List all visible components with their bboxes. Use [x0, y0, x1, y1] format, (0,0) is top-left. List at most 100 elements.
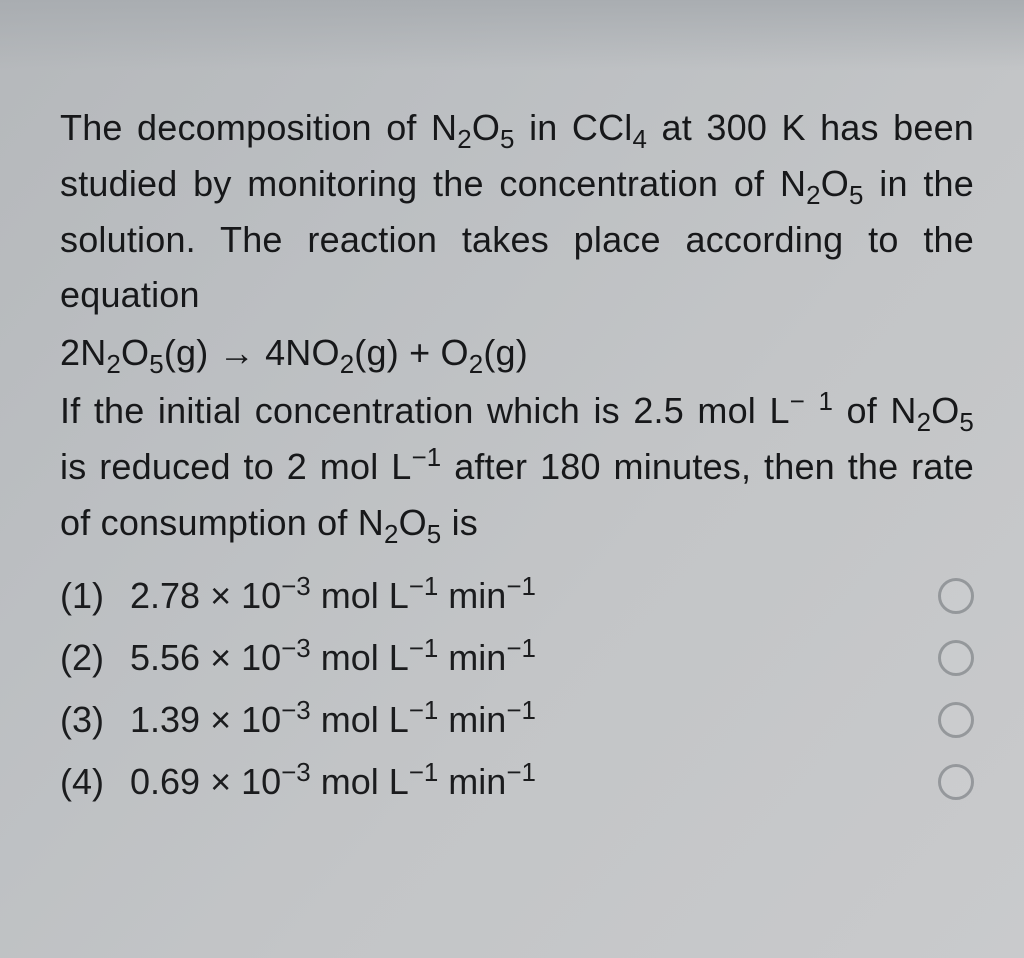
radio-icon[interactable]	[938, 702, 974, 738]
superscript: −1	[506, 573, 536, 601]
text-fragment: 2N	[60, 332, 106, 373]
superscript: −1	[506, 759, 536, 787]
exponent: −3	[281, 697, 311, 725]
text-fragment: 4NO	[265, 332, 340, 373]
unit: mol L	[311, 761, 409, 802]
text-fragment: in	[515, 107, 572, 148]
plus-sign: +	[399, 332, 441, 373]
equation-lhs: 2N2O5(g)	[60, 332, 208, 373]
unit: min	[438, 761, 506, 802]
superscript: −1	[506, 697, 536, 725]
option-4[interactable]: (4) 0.69 × 10−3 mol L−1 min−1	[60, 754, 974, 810]
initial-concentration: 2.5 mol L−	[633, 390, 805, 431]
text-fragment: N	[780, 163, 806, 204]
exponent: −3	[281, 635, 311, 663]
radio-icon[interactable]	[938, 640, 974, 676]
radio-icon[interactable]	[938, 764, 974, 800]
unit: min	[438, 637, 506, 678]
option-value: 5.56 × 10−3 mol L−1 min−1	[130, 630, 914, 686]
equation-rhs-a: 4NO2(g)	[265, 332, 399, 373]
option-3[interactable]: (3) 1.39 × 10−3 mol L−1 min−1	[60, 692, 974, 748]
option-1[interactable]: (1) 2.78 × 10−3 mol L−1 min−1	[60, 568, 974, 624]
text-fragment: CCl	[572, 107, 633, 148]
subscript: 2	[917, 409, 932, 437]
text-fragment: O	[121, 332, 149, 373]
text-fragment: O	[472, 107, 500, 148]
exponent: −3	[281, 573, 311, 601]
subscript: 2	[457, 126, 472, 154]
subscript: 5	[149, 351, 164, 379]
subscript: 2	[469, 351, 484, 379]
superscript: −1	[411, 444, 441, 472]
unit: mol L	[311, 699, 409, 740]
subscript: 5	[500, 126, 515, 154]
phase-label: (g)	[354, 332, 399, 373]
text-fragment: N	[431, 107, 457, 148]
text-fragment: N	[358, 502, 384, 543]
equation-rhs-b: O2(g)	[441, 332, 528, 373]
subscript: 4	[633, 126, 648, 154]
option-number: (2)	[60, 630, 130, 686]
text-fragment: N	[890, 390, 916, 431]
time-value: 180	[540, 446, 601, 487]
option-number: (3)	[60, 692, 130, 748]
text-fragment: is	[441, 502, 478, 543]
text-fragment: O	[821, 163, 849, 204]
times-ten: × 10	[200, 637, 281, 678]
unit: mol L	[311, 637, 409, 678]
unit: mol L	[311, 575, 409, 616]
answer-options: (1) 2.78 × 10−3 mol L−1 min−1 (2) 5.56 ×…	[60, 568, 974, 809]
coefficient: 5.56	[130, 637, 200, 678]
formula-ccl4: CCl4	[572, 107, 647, 148]
subscript: 2	[340, 351, 355, 379]
formula-n2o5: N2O5	[890, 390, 974, 431]
option-value: 1.39 × 10−3 mol L−1 min−1	[130, 692, 914, 748]
text-fragment: O	[931, 390, 959, 431]
superscript: −1	[409, 759, 439, 787]
text-fragment: O	[399, 502, 427, 543]
superscript: 1	[818, 388, 833, 416]
subscript: 2	[106, 351, 121, 379]
final-concentration: 2 mol L−1	[287, 446, 442, 487]
text-fragment: of	[833, 390, 890, 431]
superscript: −1	[409, 573, 439, 601]
subscript: 5	[427, 521, 442, 549]
text-fragment: O	[441, 332, 469, 373]
formula-n2o5: N2O5	[358, 502, 442, 543]
superscript: −1	[409, 635, 439, 663]
coefficient: 2.78	[130, 575, 200, 616]
reaction-equation: 2N2O5(g) → 4NO2(g) + O2(g)	[60, 325, 974, 381]
phase-label: (g)	[164, 332, 209, 373]
formula-n2o5: N2O5	[780, 163, 864, 204]
reaction-arrow: →	[208, 332, 265, 373]
subscript: 2	[384, 521, 399, 549]
exponent: −3	[281, 759, 311, 787]
temperature-value: 300 K	[706, 107, 805, 148]
option-number: (4)	[60, 754, 130, 810]
unit: min	[438, 699, 506, 740]
text-fragment: 2.5 mol L	[633, 390, 789, 431]
subscript: 2	[806, 182, 821, 210]
text-fragment: If the initial concentration which is	[60, 390, 633, 431]
text-fragment: is reduced to	[60, 446, 287, 487]
unit: min	[438, 575, 506, 616]
option-value: 2.78 × 10−3 mol L−1 min−1	[130, 568, 914, 624]
text-fragment: after	[441, 446, 540, 487]
text-fragment: The decomposition of	[60, 107, 431, 148]
times-ten: × 10	[200, 699, 281, 740]
option-value: 0.69 × 10−3 mol L−1 min−1	[130, 754, 914, 810]
formula-n2o5: N2O5	[431, 107, 515, 148]
option-2[interactable]: (2) 5.56 × 10−3 mol L−1 min−1	[60, 630, 974, 686]
times-ten: × 10	[200, 761, 281, 802]
radio-icon[interactable]	[938, 578, 974, 614]
question-text: The decomposition of N2O5 in CCl4 at 300…	[60, 100, 974, 550]
subscript: 5	[849, 182, 864, 210]
coefficient: 0.69	[130, 761, 200, 802]
times-ten: × 10	[200, 575, 281, 616]
coefficient: 1.39	[130, 699, 200, 740]
text-fragment: 2 mol L	[287, 446, 412, 487]
text-fragment: at	[647, 107, 706, 148]
option-number: (1)	[60, 568, 130, 624]
page-container: The decomposition of N2O5 in CCl4 at 300…	[0, 0, 1024, 958]
superscript: −	[790, 388, 805, 416]
